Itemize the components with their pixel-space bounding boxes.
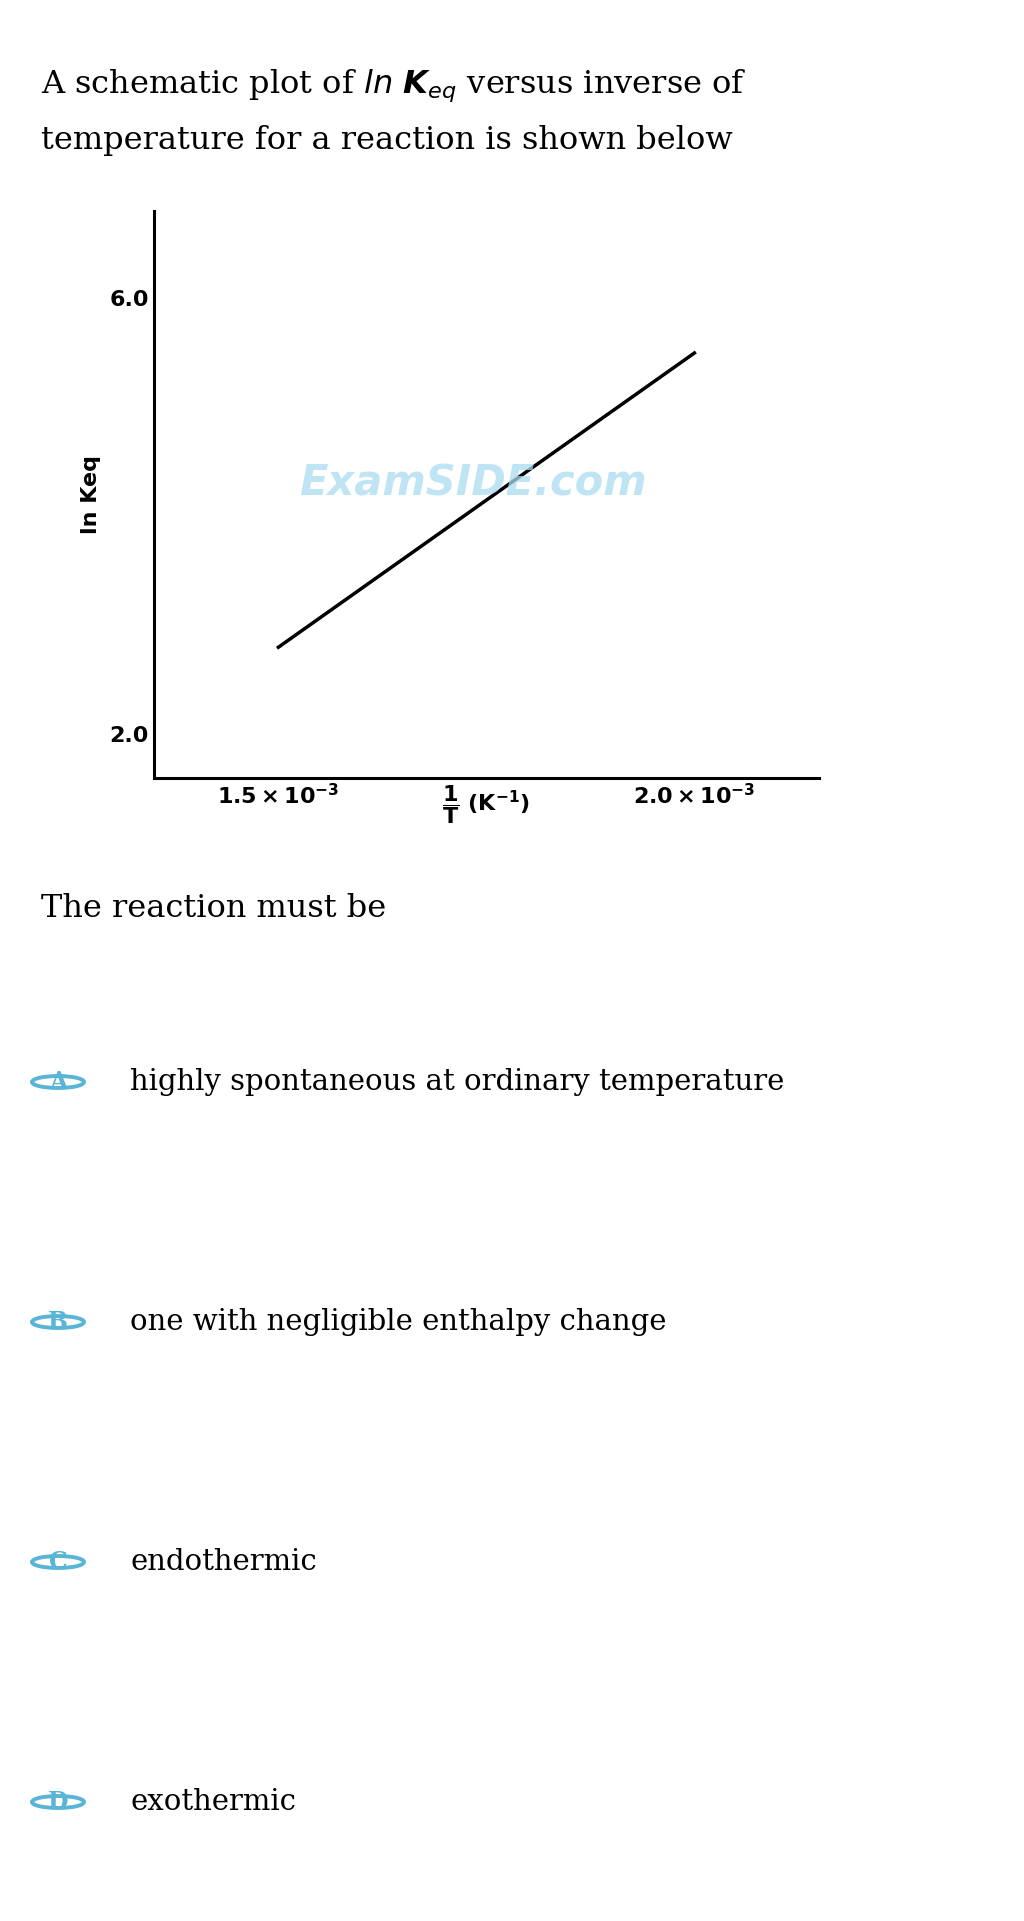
- Y-axis label: ln Keq: ln Keq: [81, 455, 101, 534]
- Text: exothermic: exothermic: [130, 1788, 296, 1815]
- Text: A schematic plot of $\mathit{ln}\ \boldsymbol{K}_{\mathit{eq}}$ versus inverse o: A schematic plot of $\mathit{ln}\ \bolds…: [41, 67, 746, 104]
- Text: D: D: [48, 1790, 69, 1813]
- Text: endothermic: endothermic: [130, 1548, 316, 1575]
- Text: highly spontaneous at ordinary temperature: highly spontaneous at ordinary temperatu…: [130, 1068, 784, 1097]
- Text: B: B: [48, 1310, 68, 1333]
- Ellipse shape: [32, 1316, 84, 1327]
- Text: ExamSIDE.com: ExamSIDE.com: [299, 463, 647, 505]
- Ellipse shape: [32, 1556, 84, 1568]
- Text: one with negligible enthalpy change: one with negligible enthalpy change: [130, 1308, 667, 1335]
- Ellipse shape: [32, 1796, 84, 1808]
- Ellipse shape: [32, 1076, 84, 1087]
- Text: A: A: [49, 1070, 68, 1093]
- Text: C: C: [48, 1550, 68, 1573]
- Text: The reaction must be: The reaction must be: [41, 893, 386, 924]
- Text: temperature for a reaction is shown below: temperature for a reaction is shown belo…: [41, 125, 733, 156]
